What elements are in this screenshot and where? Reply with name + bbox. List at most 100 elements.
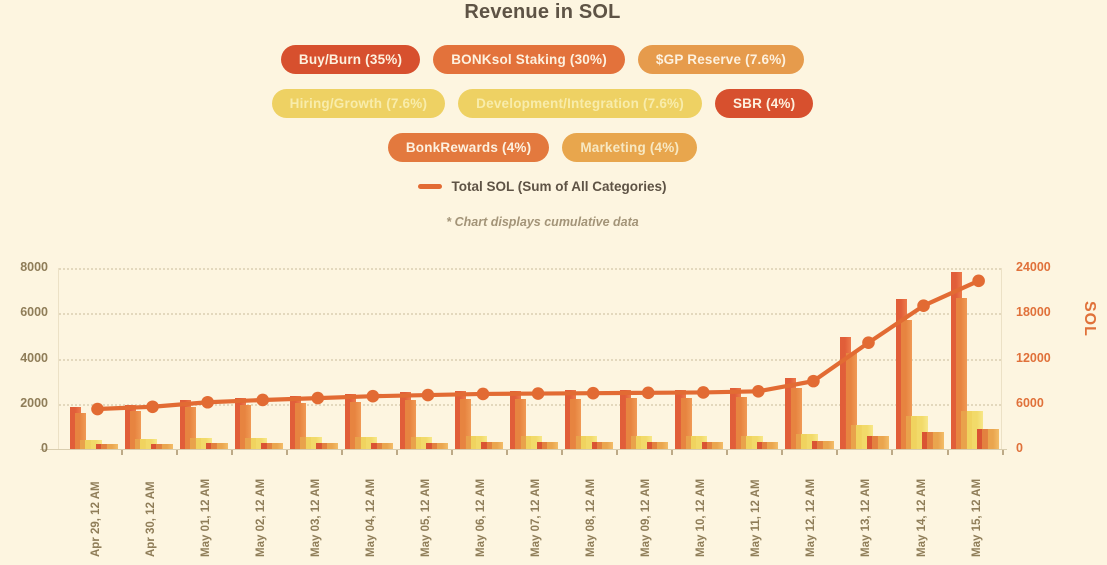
bar-bonksol-staking-9[interactable] xyxy=(570,398,582,449)
x-label-apr-30-12-am: Apr 30, 12 AM xyxy=(144,481,157,557)
gridline-4000 xyxy=(59,358,1001,361)
bar-marketing-14[interactable] xyxy=(877,436,889,449)
bar-bonksol-staking-7[interactable] xyxy=(460,399,472,449)
legend-badge-buy-burn-35[interactable]: Buy/Burn (35%) xyxy=(280,45,421,74)
legend-badge-development-integration-7-6[interactable]: Development/Integration (7.6%) xyxy=(458,89,702,118)
bar-bonksol-staking-8[interactable] xyxy=(515,399,527,449)
bar-bonksol-staking-15[interactable] xyxy=(900,320,912,449)
x-label-may-07-12-am: May 07, 12 AM xyxy=(530,478,543,557)
x-tick-12 xyxy=(781,450,784,455)
x-tick-13 xyxy=(836,450,839,455)
bar-marketing-3[interactable] xyxy=(271,443,283,449)
bar-marketing-7[interactable] xyxy=(492,442,504,449)
x-label-may-08-12-am: May 08, 12 AM xyxy=(585,478,598,557)
x-label-may-09-12-am: May 09, 12 AM xyxy=(640,478,653,557)
x-label-may-04-12-am: May 04, 12 AM xyxy=(364,478,377,557)
bar-marketing-0[interactable] xyxy=(106,444,118,449)
bar-marketing-11[interactable] xyxy=(712,442,724,449)
legend-badge-sbr-4[interactable]: SBR (4%) xyxy=(714,89,814,118)
bar-marketing-13[interactable] xyxy=(822,440,834,449)
left-axis-tick-0: 0 xyxy=(41,441,48,455)
line-point-14[interactable]: Total SOL (Sum of All Categories): 14100 xyxy=(862,336,875,349)
x-label-may-14-12-am: May 14, 12 AM xyxy=(915,478,928,557)
bar-marketing-6[interactable] xyxy=(437,442,449,449)
left-axis-tick-6000: 6000 xyxy=(20,305,48,320)
line-point-11[interactable]: Total SOL (Sum of All Categories): 7500 xyxy=(696,386,710,399)
bar-bonksol-staking-6[interactable] xyxy=(405,400,417,449)
line-point-6[interactable]: Total SOL (Sum of All Categories): 7150 xyxy=(421,388,435,402)
plot-area[interactable]: Total SOL (Sum of All Categories): 5300 T… xyxy=(58,268,1002,449)
bar-marketing-2[interactable] xyxy=(216,443,228,449)
bar-marketing-9[interactable] xyxy=(602,442,614,449)
cumulative-note: * Chart displays cumulative data xyxy=(0,215,1085,229)
x-tick-9 xyxy=(616,450,619,455)
x-label-may-05-12-am: May 05, 12 AM xyxy=(419,478,432,557)
bar-marketing-12[interactable] xyxy=(767,442,779,449)
line-point-4[interactable]: Total SOL (Sum of All Categories): 6750 xyxy=(311,391,325,405)
x-label-may-06-12-am: May 06, 12 AM xyxy=(474,478,487,557)
bar-bonksol-staking-14[interactable] xyxy=(845,353,857,449)
gridline-8000 xyxy=(59,268,1001,270)
total-line-layer: Total SOL (Sum of All Categories): 5300 T… xyxy=(91,274,985,416)
bar-bonksol-staking-11[interactable] xyxy=(680,398,692,449)
legend-badge-bonksol-staking-30[interactable]: BONKsol Staking (30%) xyxy=(433,45,625,74)
bar-marketing-16[interactable] xyxy=(987,428,999,449)
line-point-10[interactable]: Total SOL (Sum of All Categories): 7450 xyxy=(641,386,655,400)
right-axis-tick-18000: 18000 xyxy=(1016,305,1051,320)
bar-bonksol-staking-5[interactable] xyxy=(350,401,362,449)
x-label-may-15-12-am: May 15, 12 AM xyxy=(970,478,983,557)
bar-bonksol-staking-12[interactable] xyxy=(735,397,747,449)
x-tick-4 xyxy=(340,450,343,455)
line-point-16[interactable]: Total SOL (Sum of All Categories): 22300 xyxy=(972,274,985,288)
x-label-may-12-12-am: May 12, 12 AM xyxy=(805,478,818,557)
legend-badge-bonkrewards-4[interactable]: BonkRewards (4%) xyxy=(387,133,550,162)
bar-bonksol-staking-4[interactable] xyxy=(295,403,307,449)
total-line-legend[interactable]: Total SOL (Sum of All Categories) xyxy=(0,179,1085,194)
line-point-7[interactable]: Total SOL (Sum of All Categories): 7300 xyxy=(476,387,490,401)
x-label-may-11-12-am: May 11, 12 AM xyxy=(750,479,763,557)
bar-marketing-15[interactable] xyxy=(932,431,944,449)
bar-marketing-8[interactable] xyxy=(547,442,559,449)
left-axis-tick-4000: 4000 xyxy=(20,350,48,365)
bar-bonksol-staking-10[interactable] xyxy=(625,398,637,449)
line-point-1[interactable]: Total SOL (Sum of All Categories): 5600 xyxy=(146,400,159,414)
line-point-15[interactable]: Total SOL (Sum of All Categories): 19000 xyxy=(917,299,930,313)
legend-badge-hiring-growth-7-6[interactable]: Hiring/Growth (7.6%) xyxy=(271,89,446,118)
bar-bonksol-staking-2[interactable] xyxy=(184,406,196,449)
bar-bonksol-staking-1[interactable] xyxy=(129,411,141,449)
cumulative-note-text: * Chart displays cumulative data xyxy=(446,215,639,229)
legend-badge-row-3: BonkRewards (4%) Marketing (4%) xyxy=(0,133,1085,162)
right-axis-tick-12000: 12000 xyxy=(1016,350,1051,365)
line-point-0[interactable]: Total SOL (Sum of All Categories): 5300 xyxy=(91,402,104,416)
line-point-13[interactable]: Total SOL (Sum of All Categories): 9000 xyxy=(807,374,820,388)
bar-bonksol-staking-3[interactable] xyxy=(240,404,251,449)
x-tick-3 xyxy=(285,450,288,455)
bar-bonksol-staking-13[interactable] xyxy=(790,387,802,449)
legend-badge-row-2: Hiring/Growth (7.6%) Development/Integrat… xyxy=(0,89,1085,118)
page-title: Revenue in SOL xyxy=(0,1,1085,24)
right-axis-tick-0: 0 xyxy=(1016,441,1023,455)
legend-badge-gp-reserve-7-6[interactable]: $GP Reserve (7.6%) xyxy=(637,45,805,74)
line-legend-label: Total SOL (Sum of All Categories) xyxy=(451,179,667,194)
x-label-may-01-12-am: May 01, 12 AM xyxy=(199,478,212,557)
x-tick-10 xyxy=(671,450,674,455)
page-title-text: Revenue in SOL xyxy=(464,1,621,23)
bar-marketing-4[interactable] xyxy=(326,442,338,449)
legend-badge-marketing-4[interactable]: Marketing (4%) xyxy=(562,133,698,162)
right-axis-title: SOL xyxy=(1081,301,1098,337)
x-tick-0 xyxy=(120,450,123,455)
line-point-2[interactable]: Total SOL (Sum of All Categories): 6200 xyxy=(201,395,214,409)
line-point-8[interactable]: Total SOL (Sum of All Categories): 7350 xyxy=(531,387,545,400)
bar-marketing-1[interactable] xyxy=(161,443,173,449)
right-axis-tick-6000: 6000 xyxy=(1016,395,1044,410)
line-point-5[interactable]: Total SOL (Sum of All Categories): 7000 xyxy=(366,389,380,403)
bar-bonksol-staking-16[interactable] xyxy=(955,297,967,449)
line-point-3[interactable]: Total SOL (Sum of All Categories): 6500 xyxy=(256,393,270,407)
line-point-12[interactable]: Total SOL (Sum of All Categories): 7650 xyxy=(752,385,765,398)
right-axis-tick-24000: 24000 xyxy=(1016,260,1051,274)
bar-bonksol-staking-0[interactable] xyxy=(74,413,86,449)
line-point-9[interactable]: Total SOL (Sum of All Categories): 7400 xyxy=(586,386,600,400)
bar-marketing-5[interactable] xyxy=(381,442,393,449)
bar-marketing-10[interactable] xyxy=(657,442,669,449)
